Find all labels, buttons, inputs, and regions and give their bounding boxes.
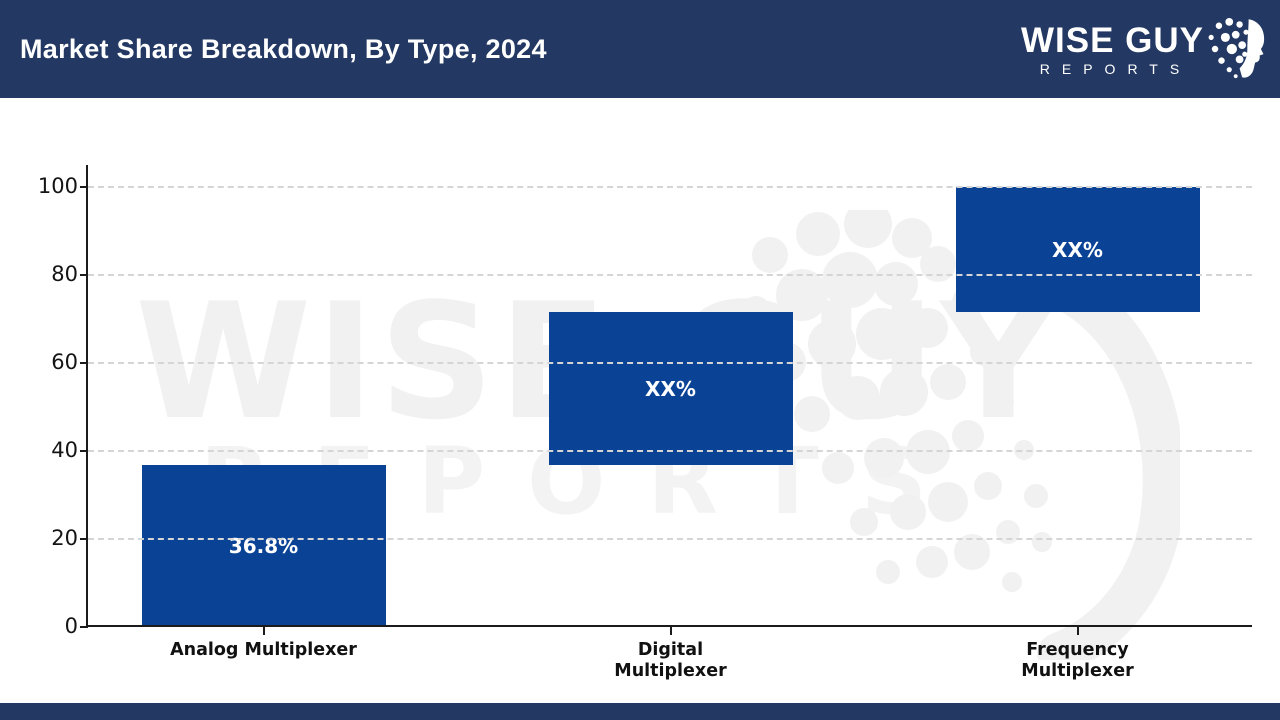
face-profile-icon (1208, 18, 1265, 79)
x-tick-mark-2 (669, 627, 672, 635)
logo-text: WISE GUY REPORTS (1020, 20, 1204, 77)
logo-wordmark: WISE GUY (1020, 20, 1204, 60)
gridline-80 (88, 274, 1252, 276)
bar-1: 36.8% (141, 465, 386, 627)
y-tick-mark-0 (80, 626, 88, 628)
header-bar: Market Share Breakdown, By Type, 2024 WI… (0, 0, 1280, 98)
y-tick-mark-40 (80, 450, 88, 452)
bar-3: XX% (955, 187, 1200, 313)
gridline-100 (88, 186, 1252, 188)
x-tick-mark-1 (262, 627, 265, 635)
y-tick-label-80: 80 (51, 262, 78, 286)
y-tick-label-60: 60 (51, 350, 78, 374)
y-tick-mark-60 (80, 362, 88, 364)
category-label-2: Digital Multiplexer (614, 640, 727, 681)
y-tick-label-20: 20 (51, 526, 78, 550)
category-label-1: Analog Multiplexer (170, 640, 357, 660)
y-tick-label-40: 40 (51, 438, 78, 462)
bar-value-label: XX% (645, 376, 696, 401)
y-tick-label-0: 0 (64, 614, 78, 638)
bar-2: XX% (548, 312, 793, 466)
gridline-60 (88, 362, 1252, 364)
y-tick-mark-100 (80, 186, 88, 188)
x-axis-line (86, 625, 1252, 627)
bar-value-label: XX% (1052, 237, 1103, 262)
wise-guy-reports-logo: WISE GUY REPORTS (1021, 8, 1268, 90)
y-tick-label-100: 100 (37, 174, 78, 198)
y-axis-line (86, 165, 88, 627)
gridline-40 (88, 450, 1252, 452)
footer-bar (0, 703, 1280, 720)
category-label-3: Frequency Multiplexer (1021, 640, 1134, 681)
page-title: Market Share Breakdown, By Type, 2024 (20, 33, 547, 64)
y-tick-mark-80 (80, 274, 88, 276)
logo-subtitle: REPORTS (1039, 60, 1192, 77)
x-tick-mark-3 (1076, 627, 1079, 635)
gridline-20 (88, 538, 1252, 540)
y-tick-mark-20 (80, 538, 88, 540)
